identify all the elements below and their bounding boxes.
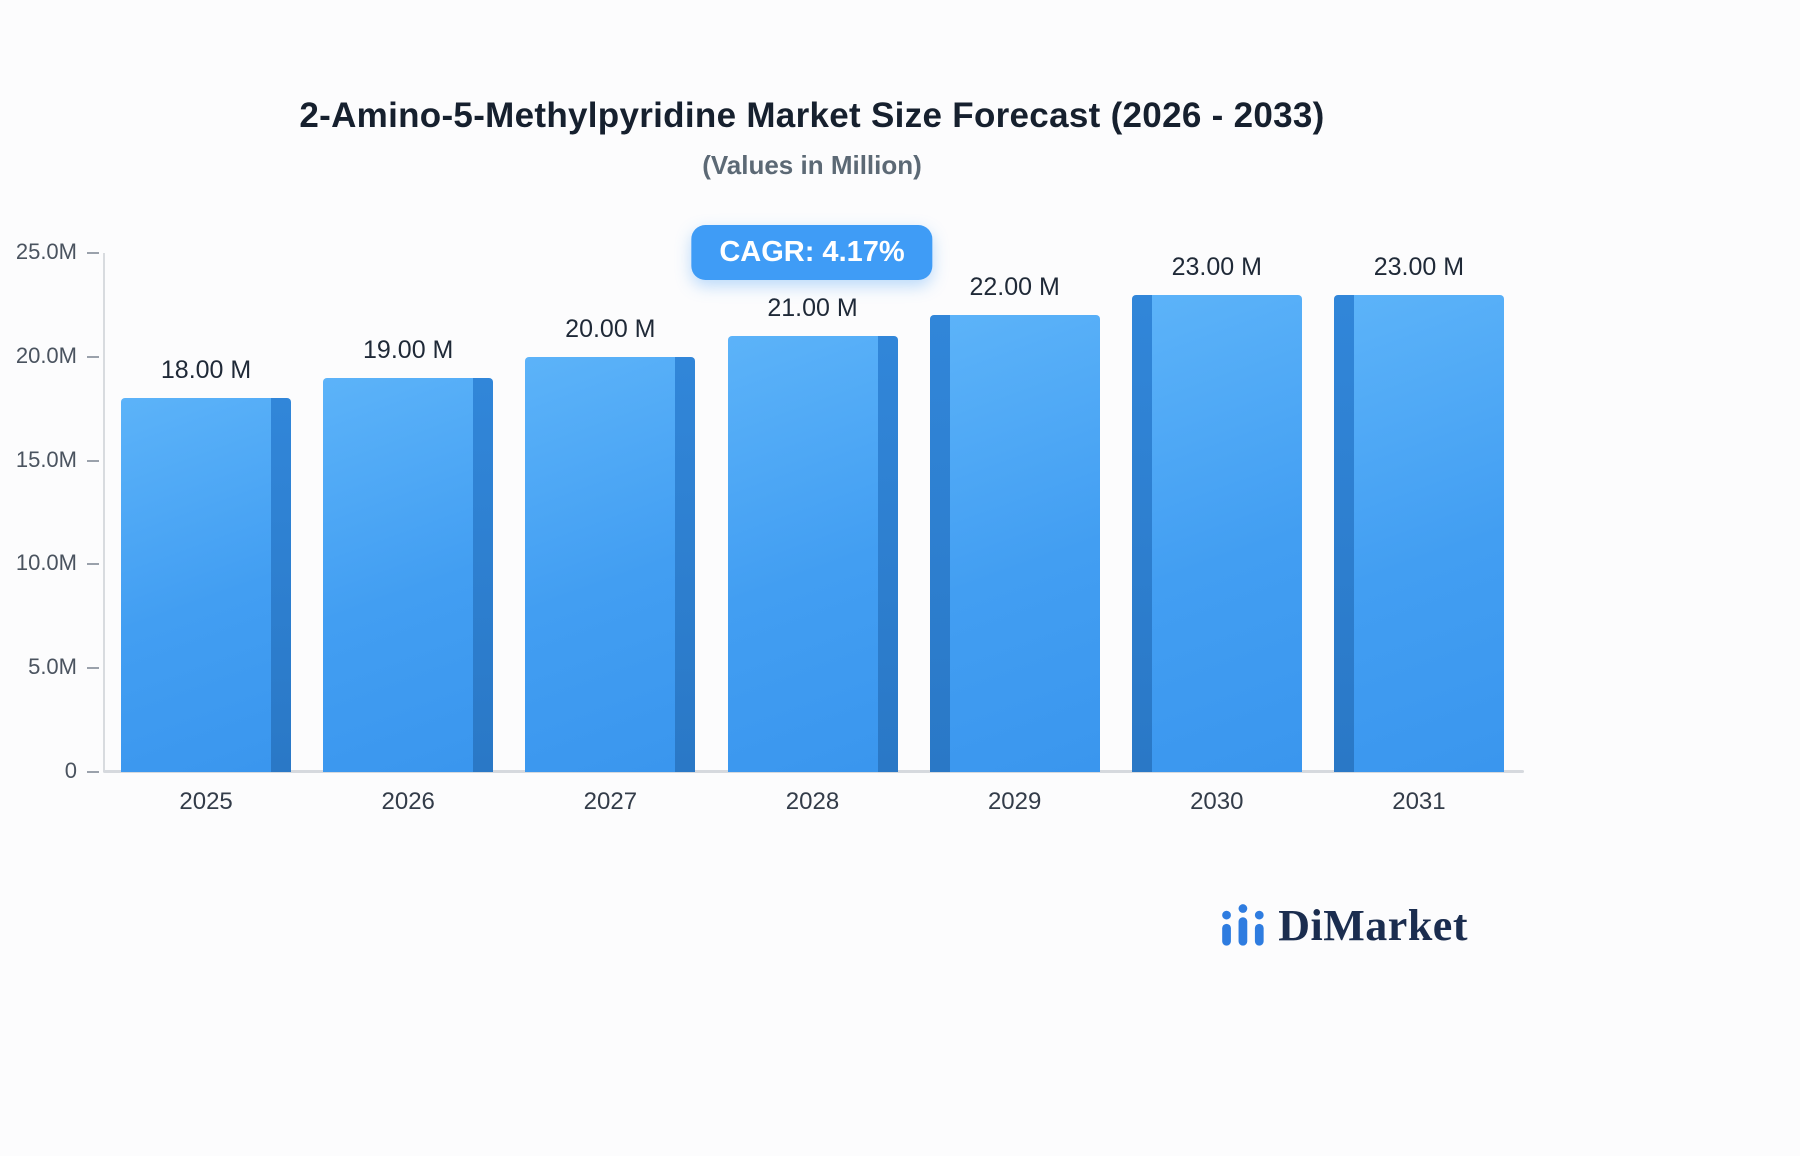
y-axis-label: 5.0M xyxy=(28,654,77,680)
bar-side-shade xyxy=(473,377,494,772)
y-axis-tick xyxy=(87,355,99,358)
y-axis-tick xyxy=(87,771,99,773)
y-axis-label: 25.0M xyxy=(15,239,77,264)
y-axis-tick xyxy=(87,252,99,254)
bar-face xyxy=(949,315,1100,772)
x-axis-label: 2031 xyxy=(1392,788,1446,815)
bar-face xyxy=(1353,294,1504,772)
bar-2025[interactable] xyxy=(121,398,292,772)
bar-value-label: 23.00 M xyxy=(1373,252,1465,281)
x-axis-label: 2030 xyxy=(1190,788,1244,815)
bar-side-shade xyxy=(929,315,950,772)
bar-face xyxy=(525,356,676,772)
y-axis-label: 10.0M xyxy=(15,550,77,576)
bar-value-label: 23.00 M xyxy=(1171,252,1262,281)
x-axis-label: 2027 xyxy=(583,788,638,815)
bar-side-shade xyxy=(877,336,898,772)
dimarket-logo: DiMarket xyxy=(1220,900,1468,951)
bar-2029[interactable] xyxy=(929,315,1100,772)
x-axis-label: 2028 xyxy=(785,788,840,815)
bar-side-shade xyxy=(271,398,292,772)
chart-subtitle: (Values in Million) xyxy=(702,150,922,180)
bar-value-label: 20.00 M xyxy=(565,314,656,343)
bar-side-shade xyxy=(675,356,696,772)
dimarket-logo-text: DiMarket xyxy=(1278,901,1468,950)
bar-value-label: 18.00 M xyxy=(160,356,252,385)
bar-face xyxy=(323,377,474,772)
x-axis-label: 2026 xyxy=(381,788,435,815)
y-axis-tick xyxy=(87,667,99,670)
y-axis-label: 20.0M xyxy=(15,342,77,368)
bar-face xyxy=(727,336,878,772)
bar-2030[interactable] xyxy=(1131,294,1302,772)
bar-2027[interactable] xyxy=(525,356,696,772)
y-axis-label: 0 xyxy=(64,758,77,783)
bar-side-shade xyxy=(1131,294,1152,772)
dimarket-logo-icon xyxy=(1222,903,1264,946)
bar-value-label: 21.00 M xyxy=(767,294,858,323)
bar-2028[interactable] xyxy=(727,336,898,772)
cagr-badge: CAGR: 4.17% xyxy=(691,225,933,280)
bar-value-label: 22.00 M xyxy=(969,273,1060,302)
bar-face xyxy=(1151,294,1302,772)
bar-face xyxy=(121,398,272,772)
bar-2031[interactable] xyxy=(1333,294,1504,772)
chart-title: 2-Amino-5-Methylpyridine Market Size For… xyxy=(299,96,1325,135)
x-axis-label: 2029 xyxy=(987,788,1042,815)
bar-2026[interactable] xyxy=(323,377,494,772)
y-axis-label: 15.0M xyxy=(15,446,77,472)
bar-side-shade xyxy=(1333,294,1354,772)
y-axis-tick xyxy=(87,459,99,462)
y-axis-tick xyxy=(87,563,99,566)
x-axis-label: 2025 xyxy=(179,788,233,815)
y-axis-line xyxy=(103,253,105,772)
bar-value-label: 19.00 M xyxy=(363,335,454,364)
